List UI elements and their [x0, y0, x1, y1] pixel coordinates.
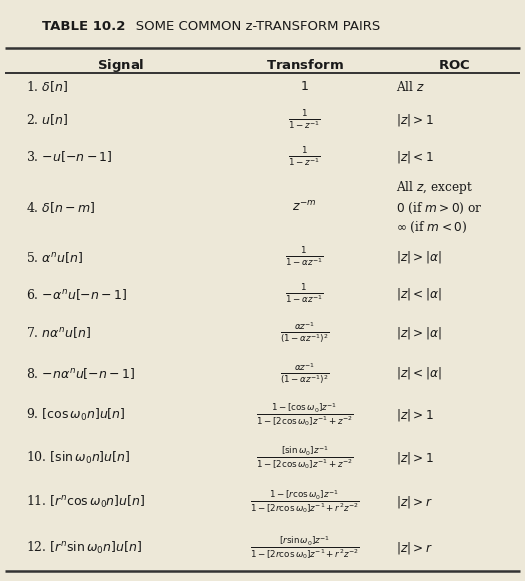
Text: $\frac{1}{1-z^{-1}}$: $\frac{1}{1-z^{-1}}$: [288, 145, 321, 168]
Text: 7. $n\alpha^n u[n]$: 7. $n\alpha^n u[n]$: [26, 325, 91, 340]
Text: $|z|>|\alpha|$: $|z|>|\alpha|$: [396, 325, 443, 341]
Text: $\mathbf{ROC}$: $\mathbf{ROC}$: [438, 59, 470, 72]
Text: 3. $-u[-n-1]$: 3. $-u[-n-1]$: [26, 149, 113, 164]
Text: $|z|<|\alpha|$: $|z|<|\alpha|$: [396, 365, 443, 381]
Text: $|z|>1$: $|z|>1$: [396, 112, 434, 128]
Text: 5. $\alpha^n u[n]$: 5. $\alpha^n u[n]$: [26, 250, 83, 265]
Text: $\frac{1-[\cos\omega_0]z^{-1}}{1-[2\cos\omega_0]z^{-1}+z^{-2}}$: $\frac{1-[\cos\omega_0]z^{-1}}{1-[2\cos\…: [256, 401, 353, 428]
Text: 1. $\delta[n]$: 1. $\delta[n]$: [26, 80, 68, 94]
Text: $\mathbf{Signal}$: $\mathbf{Signal}$: [97, 57, 144, 74]
Text: 11. $[r^n\cos\omega_0 n]u[n]$: 11. $[r^n\cos\omega_0 n]u[n]$: [26, 494, 145, 510]
Text: $|z|>1$: $|z|>1$: [396, 450, 434, 465]
Text: $\frac{1-[r\cos\omega_0]z^{-1}}{1-[2r\cos\omega_0]z^{-1}+r^2z^{-2}}$: $\frac{1-[r\cos\omega_0]z^{-1}}{1-[2r\co…: [250, 489, 359, 515]
Text: 10. $[\sin\omega_0 n]u[n]$: 10. $[\sin\omega_0 n]u[n]$: [26, 450, 131, 465]
Text: $\frac{\alpha z^{-1}}{(1-\alpha z^{-1})^2}$: $\frac{\alpha z^{-1}}{(1-\alpha z^{-1})^…: [280, 361, 329, 386]
Text: All $z$: All $z$: [396, 80, 425, 94]
Text: $|z|>r$: $|z|>r$: [396, 540, 434, 555]
Text: 12. $[r^n\sin\omega_0 n]u[n]$: 12. $[r^n\sin\omega_0 n]u[n]$: [26, 540, 142, 555]
Text: $\mathbf{Transform}$: $\mathbf{Transform}$: [266, 58, 343, 73]
Text: $|z|>|\alpha|$: $|z|>|\alpha|$: [396, 249, 443, 265]
Text: TABLE 10.2: TABLE 10.2: [42, 20, 125, 33]
Text: 2. $u[n]$: 2. $u[n]$: [26, 112, 69, 127]
Text: $\frac{1}{1-\alpha z^{-1}}$: $\frac{1}{1-\alpha z^{-1}}$: [285, 283, 324, 306]
Text: $\frac{[\sin\omega_0]z^{-1}}{1-[2\cos\omega_0]z^{-1}+z^{-2}}$: $\frac{[\sin\omega_0]z^{-1}}{1-[2\cos\om…: [256, 444, 353, 471]
Text: $\frac{1}{1-z^{-1}}$: $\frac{1}{1-z^{-1}}$: [288, 108, 321, 131]
Text: 4. $\delta[n-m]$: 4. $\delta[n-m]$: [26, 200, 96, 214]
Text: SOME COMMON z-TRANSFORM PAIRS: SOME COMMON z-TRANSFORM PAIRS: [123, 20, 381, 33]
Text: $|z|<1$: $|z|<1$: [396, 149, 434, 165]
Text: $1$: $1$: [300, 80, 309, 94]
Text: $|z|<|\alpha|$: $|z|<|\alpha|$: [396, 286, 443, 302]
Text: $\frac{\alpha z^{-1}}{(1-\alpha z^{-1})^2}$: $\frac{\alpha z^{-1}}{(1-\alpha z^{-1})^…: [280, 321, 329, 346]
Text: 6. $-\alpha^n u[-n-1]$: 6. $-\alpha^n u[-n-1]$: [26, 287, 128, 302]
Text: 9. $[\cos\omega_0 n]u[n]$: 9. $[\cos\omega_0 n]u[n]$: [26, 407, 126, 422]
Text: $\frac{1}{1-\alpha z^{-1}}$: $\frac{1}{1-\alpha z^{-1}}$: [285, 246, 324, 269]
Text: $|z|>r$: $|z|>r$: [396, 494, 434, 510]
Text: 8. $-n\alpha^n u[-n-1]$: 8. $-n\alpha^n u[-n-1]$: [26, 365, 135, 381]
Text: $z^{-m}$: $z^{-m}$: [292, 200, 317, 214]
Text: All $z$, except
$0$ (if $m>0$) or
$\infty$ (if $m<0$): All $z$, except $0$ (if $m>0$) or $\inft…: [396, 179, 483, 235]
Text: $\frac{[r\sin\omega_0]z^{-1}}{1-[2r\cos\omega_0]z^{-1}+r^2z^{-2}}$: $\frac{[r\sin\omega_0]z^{-1}}{1-[2r\cos\…: [250, 535, 359, 561]
Text: $|z|>1$: $|z|>1$: [396, 407, 434, 422]
